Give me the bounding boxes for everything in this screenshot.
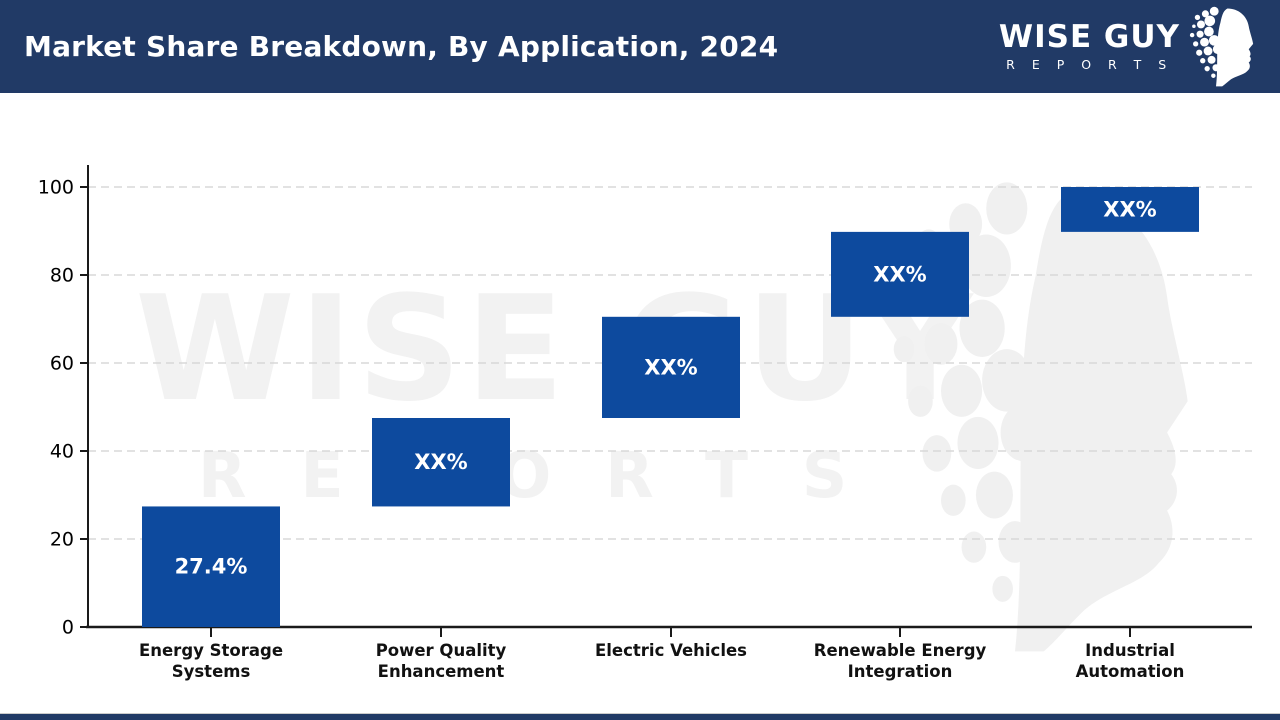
bar-segment: [142, 506, 280, 627]
category-label: Energy Storage: [139, 641, 283, 660]
bar-value-label: XX%: [644, 355, 697, 379]
y-tick-label: 0: [62, 617, 74, 639]
wise-guy-reports-logo: WISE GUY R E P O R T S: [999, 5, 1256, 89]
y-tick-label: 60: [50, 353, 74, 375]
category-label: Electric Vehicles: [595, 641, 747, 660]
bar-value-label: XX%: [873, 262, 926, 286]
category-label: Enhancement: [378, 662, 505, 681]
page-title: Market Share Breakdown, By Application, …: [24, 30, 779, 63]
bar-value-label: XX%: [414, 450, 467, 474]
logo-subtitle: R E P O R T S: [1006, 56, 1173, 72]
bar-value-label: 27.4%: [175, 555, 248, 579]
category-label: Systems: [172, 662, 251, 681]
category-label: Industrial: [1085, 641, 1175, 660]
category-label: Renewable Energy: [814, 641, 987, 660]
category-label: Automation: [1076, 662, 1185, 681]
footer-hairline: [0, 713, 1280, 714]
category-label: Power Quality: [376, 641, 507, 660]
bar-segment: [372, 418, 510, 507]
y-tick-label: 80: [50, 265, 74, 287]
logo-wordmark: WISE GUY: [998, 18, 1180, 55]
bar-value-label: XX%: [1103, 197, 1156, 221]
footer-bar: [0, 714, 1280, 720]
y-tick-label: 100: [38, 177, 74, 199]
y-tick-label: 20: [50, 529, 74, 551]
logo-face-icon: [1189, 6, 1254, 86]
category-label: Integration: [848, 662, 953, 681]
logo-text: WISE GUY R E P O R T S: [998, 18, 1180, 72]
header-bar: Market Share Breakdown, By Application, …: [0, 0, 1280, 93]
y-tick-label: 40: [50, 441, 74, 463]
bar-segment: [602, 316, 740, 418]
